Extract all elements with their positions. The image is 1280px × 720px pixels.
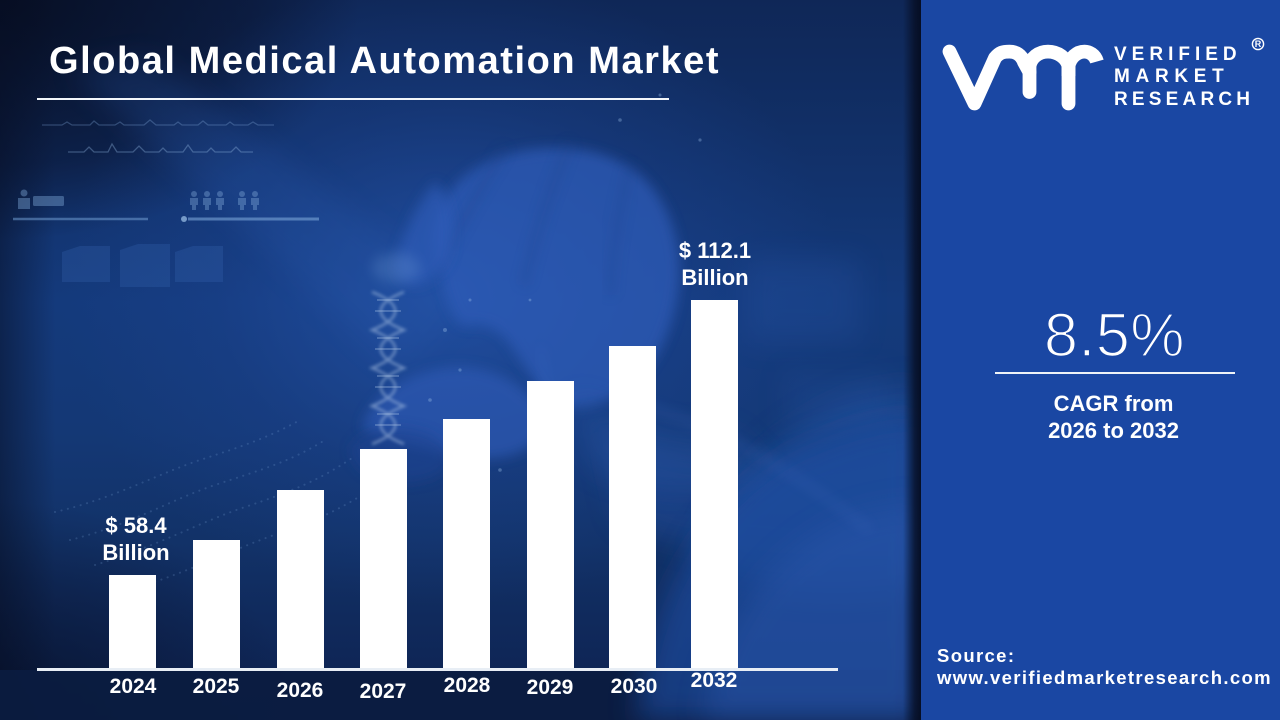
svg-text:R: R bbox=[1255, 39, 1262, 49]
